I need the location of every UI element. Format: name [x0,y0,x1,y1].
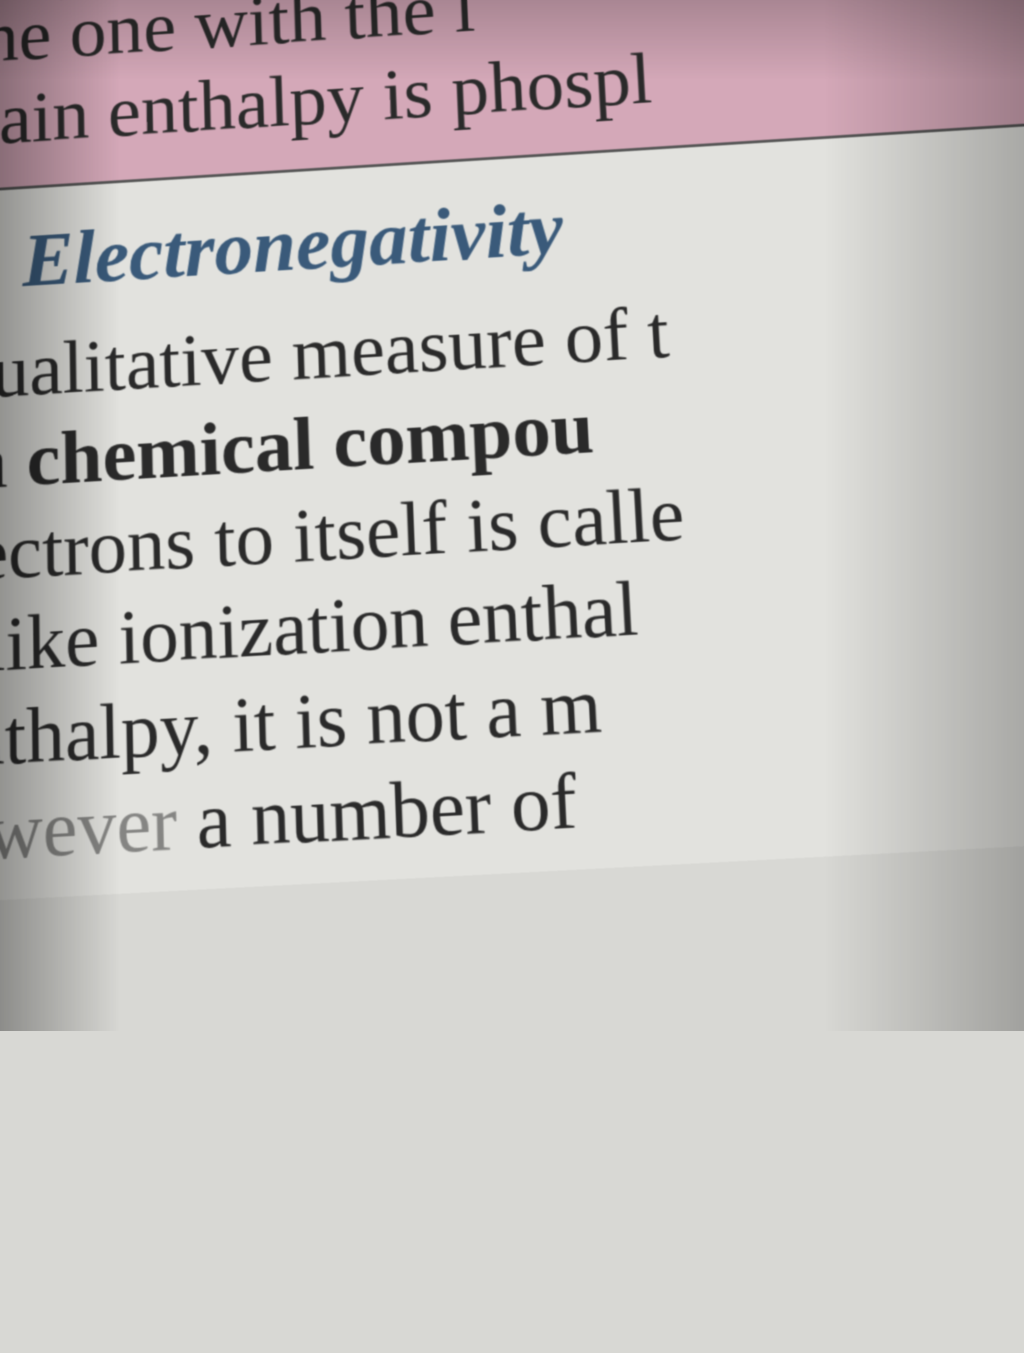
heading-prefix: e) [0,223,3,309]
text-fragment: a number of [195,757,578,866]
heading-word: Electronegativity [22,188,565,304]
text-fragment: a [0,418,27,505]
text-fragment: wever [0,777,197,877]
textbook-page: neg the one with the l gain enthalpy is … [0,0,1024,1353]
main-text-section: e) Electronegativity qualitative measure… [0,110,1024,905]
